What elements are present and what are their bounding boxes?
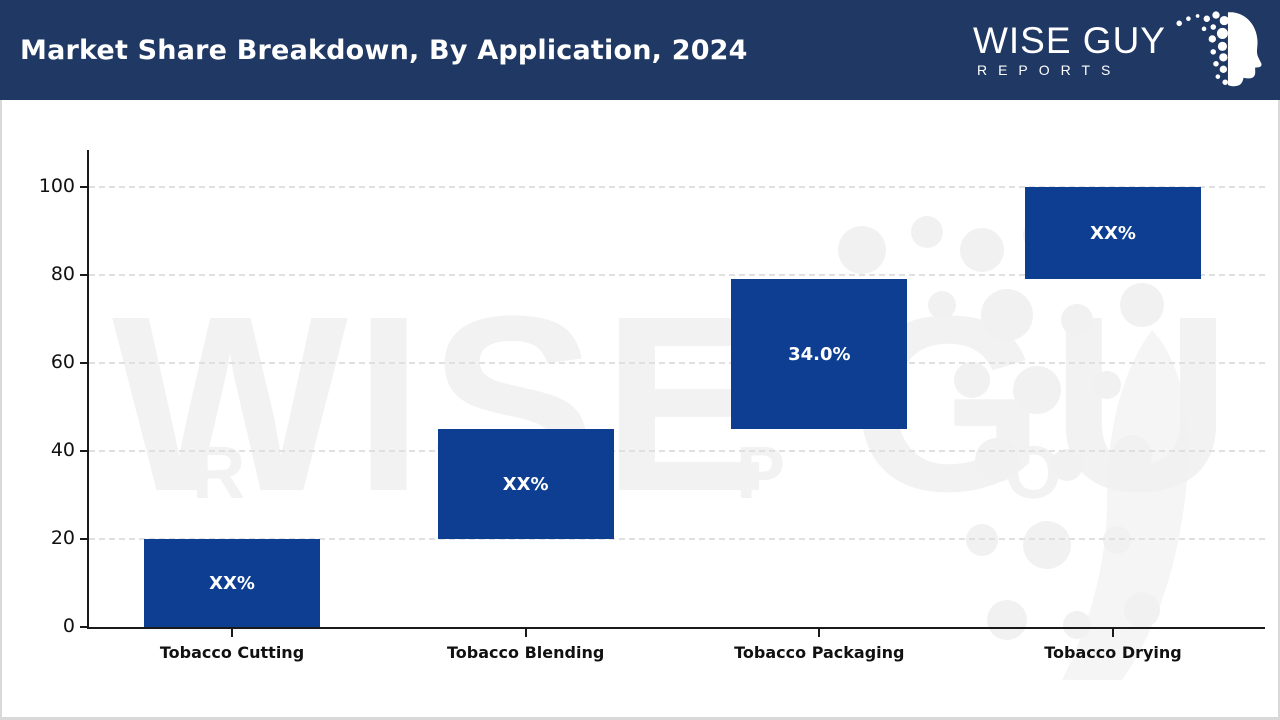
watermark-subtext: R E P O R T S <box>192 431 1280 514</box>
bar-tobacco-cutting: XX% <box>144 539 320 627</box>
x-tick-label: Tobacco Drying <box>1044 643 1182 662</box>
bar-tobacco-blending: XX% <box>437 429 614 539</box>
bar-value-label: XX% <box>502 473 549 495</box>
x-tick-label: Tobacco Cutting <box>159 643 305 662</box>
gridline-y-60 <box>89 362 1265 364</box>
bar-tobacco-drying: XX% <box>1025 187 1201 280</box>
y-tick-mark <box>80 274 88 276</box>
bar-value-label: XX% <box>209 572 255 594</box>
y-tick-mark <box>80 362 88 364</box>
plot-region: 0 20 40 60 80 100 XX% Tobacco Cutting XX% Tobacco… <box>2 100 1280 720</box>
x-tick-label: Tobacco Packaging <box>734 643 905 662</box>
brand-name: WISE GUY <box>972 20 1166 61</box>
y-tick-mark <box>80 186 88 188</box>
brand-logo-text: WISE GUY REPORTS <box>973 22 1166 78</box>
x-axis-line <box>87 627 1265 629</box>
x-tick-mark <box>1112 629 1114 637</box>
page-title: Market Share Breakdown, By Application, … <box>20 34 748 66</box>
brand-logo: WISE GUY REPORTS <box>973 8 1280 92</box>
gridline-y-40 <box>89 450 1265 452</box>
x-tick-mark <box>818 629 821 637</box>
y-tick-label: 80 <box>50 263 75 285</box>
y-tick-label: 0 <box>62 615 75 637</box>
y-axis-line <box>87 150 89 629</box>
gridline-y-100 <box>89 186 1265 188</box>
x-tick-label: Tobacco Blending <box>447 643 605 662</box>
y-tick-label: 40 <box>50 439 75 461</box>
x-tick-mark <box>231 629 233 637</box>
gridline-y-20 <box>89 538 1265 540</box>
y-tick-mark <box>80 450 88 452</box>
bar-value-label: XX% <box>1090 222 1136 244</box>
y-tick-mark <box>80 626 88 628</box>
y-tick-label: 20 <box>50 527 75 549</box>
gridline-y-80 <box>89 274 1265 276</box>
dotted-face-profile-icon <box>1176 11 1262 87</box>
y-tick-label: 100 <box>38 175 75 197</box>
bar-value-label: 34.0% <box>788 343 851 365</box>
header-banner: Market Share Breakdown, By Application, … <box>0 0 1280 100</box>
x-tick-mark <box>524 629 527 637</box>
y-tick-mark <box>80 538 88 540</box>
bar-tobacco-packaging: 34.0% <box>731 279 908 429</box>
brand-subname: REPORTS <box>976 62 1122 78</box>
y-tick-label: 60 <box>50 351 75 373</box>
